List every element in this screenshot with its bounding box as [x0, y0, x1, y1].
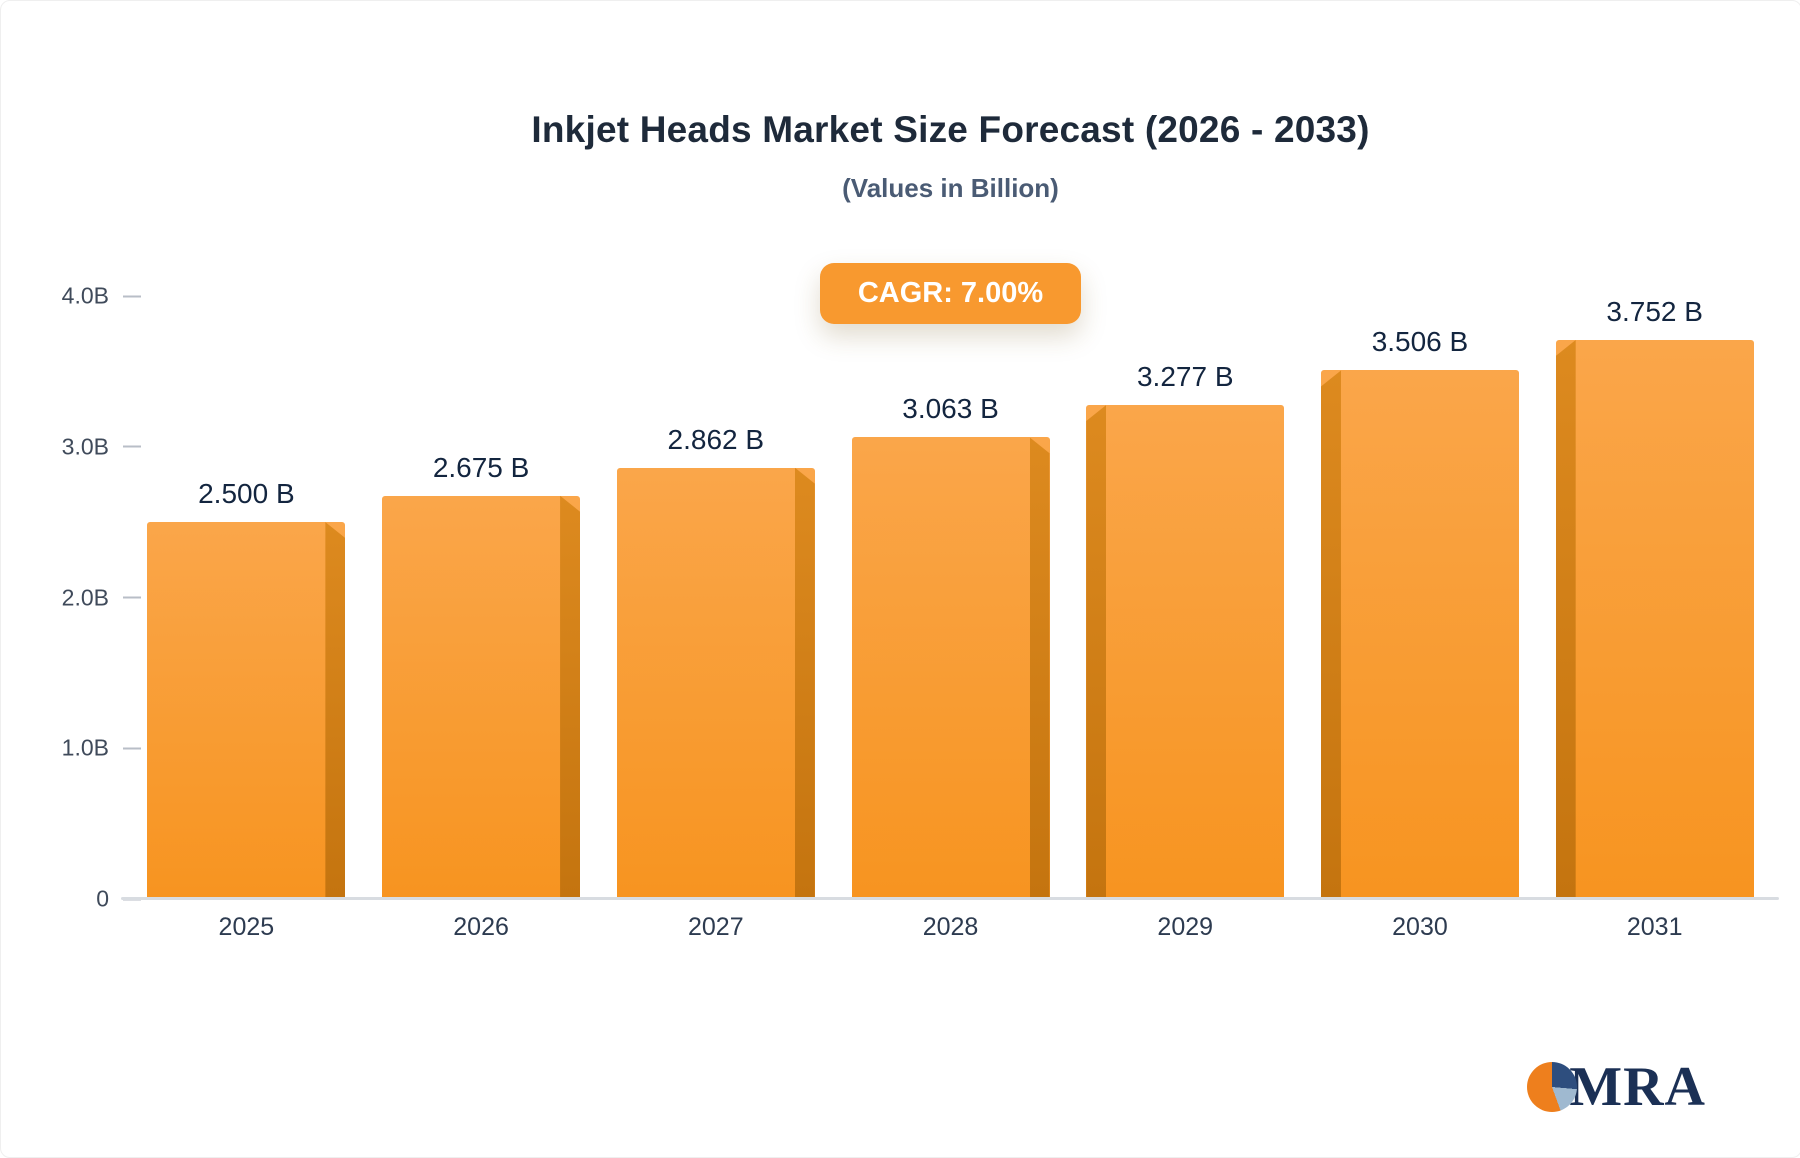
bar-2030	[1320, 370, 1519, 899]
bar-2028	[851, 437, 1050, 899]
bar-3d-side	[560, 495, 581, 899]
bar-2025	[147, 522, 346, 899]
y-tick-label: 1.0B	[61, 734, 109, 761]
chart-title: Inkjet Heads Market Size Forecast (2026 …	[531, 109, 1370, 150]
y-tick-mark	[123, 596, 141, 599]
title-wrap: Inkjet Heads Market Size Forecast (2026 …	[129, 109, 1772, 151]
bar-3d-side	[1320, 370, 1341, 899]
bar-group-2027: 2.862 B	[598, 296, 833, 899]
bar-value-label-2026: 2.675 B	[432, 451, 530, 483]
x-tick-2026: 2026	[453, 913, 509, 941]
y-tick-2.0B: 2.0B	[62, 584, 149, 611]
bar-value-label-2030: 3.506 B	[1371, 326, 1469, 358]
y-tick-mark	[123, 445, 141, 448]
bar-value-label-2025: 2.500 B	[198, 478, 295, 510]
bar-3d-side	[1555, 340, 1576, 899]
bar-3d-side	[794, 467, 815, 899]
brand-logo-text: MRA	[1569, 1056, 1706, 1118]
bar-value-label-2028: 3.063 B	[902, 393, 999, 425]
x-tick-2025: 2025	[218, 913, 275, 941]
y-tick-label: 2.0B	[61, 584, 109, 610]
bar-group-2026: 2.675 B	[364, 296, 599, 899]
badge-wrap: CAGR: 7.00%	[129, 263, 1772, 324]
subtitle-wrap: (Values in Billion)	[129, 173, 1772, 204]
bar-3d-side	[1029, 437, 1050, 899]
x-axis: 2025 2026 2027 2028 2029 2030 2031	[129, 913, 1772, 942]
bar-value-label-2027: 2.862 B	[667, 423, 765, 455]
bar-3d-side	[325, 522, 346, 899]
y-tick-3.0B: 3.0B	[62, 433, 149, 460]
bar-group-2031: 3.752 B	[1537, 296, 1772, 899]
bar-group-2028: 3.063 B	[833, 296, 1068, 899]
x-tick-2029: 2029	[1157, 913, 1214, 941]
y-tick-mark	[123, 295, 141, 297]
bar-2031	[1555, 340, 1754, 899]
y-tick-1.0B: 1.0B	[62, 735, 149, 762]
x-tick-2027: 2027	[687, 913, 744, 941]
brand-logo-pie-icon	[1527, 1062, 1578, 1112]
bar-group-2029: 3.277 B	[1068, 296, 1303, 899]
y-axis: 0 1.0B 2.0B 3.0B 4.0B	[1, 283, 149, 912]
brand-logo: MRA	[1527, 1059, 1706, 1115]
y-tick-label: 3.0B	[61, 433, 109, 460]
plot-area: 2.500 B 2.675 B 2.862 B 3.063 B 3.277 B 3.506…	[129, 296, 1772, 899]
y-tick-label: 4.0B	[61, 282, 109, 309]
y-tick-mark	[123, 747, 141, 750]
bar-value-label-2029: 3.277 B	[1136, 361, 1234, 392]
bar-2027	[616, 467, 815, 899]
bar-value-label-2031: 3.752 B	[1606, 296, 1703, 327]
bar-2029	[1086, 405, 1285, 899]
bar-2026	[382, 495, 581, 899]
y-tick-label: 0	[96, 885, 109, 912]
x-axis-line	[121, 897, 1779, 900]
chart-subtitle: (Values in Billion)	[842, 173, 1059, 203]
cagr-badge: CAGR: 7.00%	[819, 263, 1082, 324]
bars-layer: 2.500 B 2.675 B 2.862 B 3.063 B 3.277 B 3.506…	[129, 296, 1772, 899]
x-tick-2031: 2031	[1626, 913, 1683, 941]
x-tick-2030: 2030	[1392, 913, 1448, 941]
bar-group-2025: 2.500 B	[129, 296, 364, 899]
bar-group-2030: 3.506 B	[1303, 296, 1538, 899]
x-tick-2028: 2028	[922, 913, 979, 941]
bar-3d-side	[1086, 405, 1107, 899]
y-tick-4.0B: 4.0B	[62, 283, 149, 310]
